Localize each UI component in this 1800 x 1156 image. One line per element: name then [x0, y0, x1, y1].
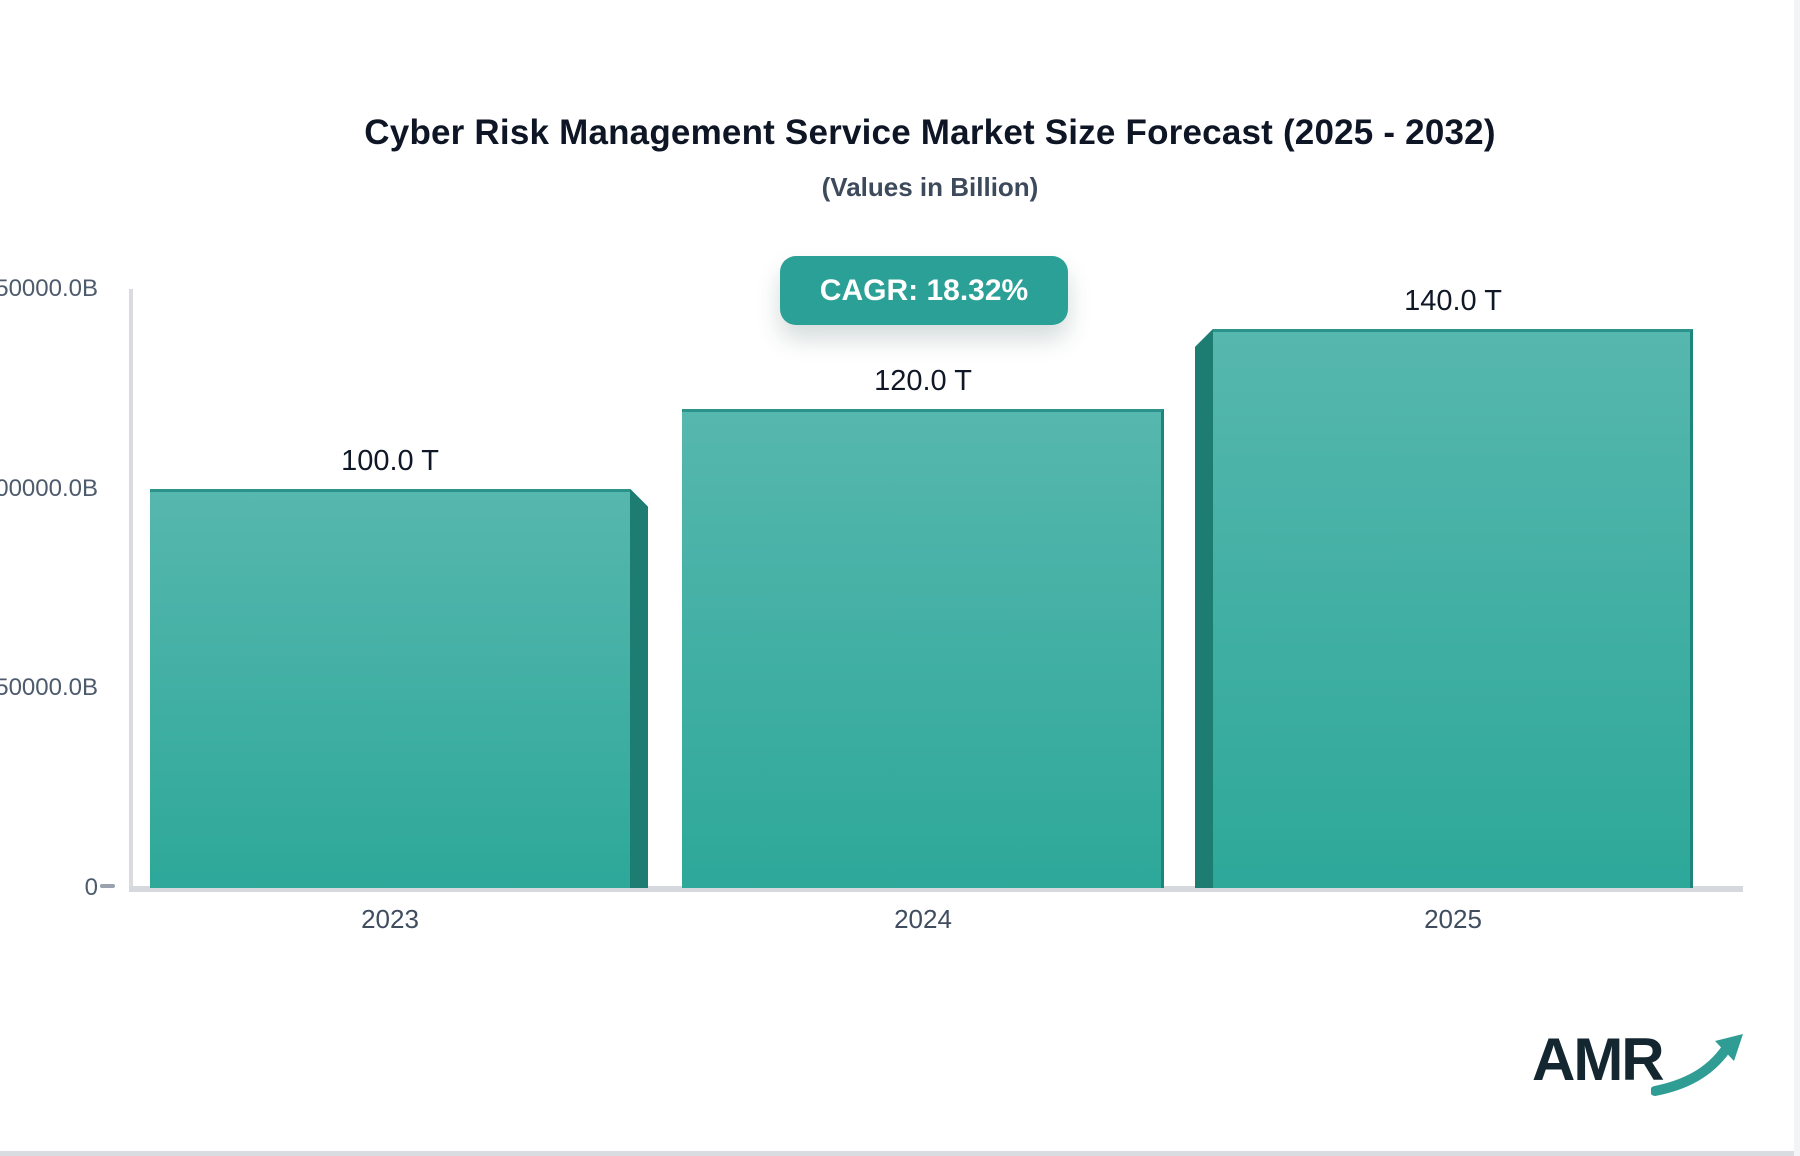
y-tick-label: 100000.0B [0, 474, 98, 502]
bar-2023 [150, 488, 630, 888]
x-axis-line [129, 886, 1743, 892]
page-edge-right [1794, 0, 1800, 1156]
bar-value-label: 100.0 T [341, 444, 439, 477]
bar-value-label: 120.0 T [874, 364, 972, 397]
y-tick-mark [100, 884, 115, 888]
x-axis-year-label: 2025 [1424, 904, 1482, 934]
bar-2024 [682, 408, 1164, 888]
chart-subtitle: (Values in Billion) [821, 172, 1039, 202]
bar-value-label: 140.0 T [1404, 284, 1502, 317]
growth-arrow-icon [1650, 1034, 1743, 1096]
x-axis-year-label: 2024 [894, 904, 952, 934]
bar-side-face [1195, 328, 1213, 888]
y-tick-label: 0 [84, 874, 98, 901]
cagr-badge: CAGR: 18.32% [780, 256, 1068, 325]
y-axis-line [129, 289, 133, 890]
amr-logo-text: AMR [1532, 1026, 1665, 1093]
page-edge-bottom [0, 1151, 1794, 1156]
bar-2025 [1213, 328, 1693, 888]
y-tick-label: 50000.0B [0, 674, 98, 702]
amr-logo: AMR [1532, 1030, 1745, 1098]
y-tick-label: 150000.0B [0, 275, 98, 302]
bar-side-face [630, 488, 648, 888]
x-axis-year-label: 2023 [361, 904, 419, 934]
chart-title: Cyber Risk Management Service Market Siz… [364, 113, 1496, 152]
